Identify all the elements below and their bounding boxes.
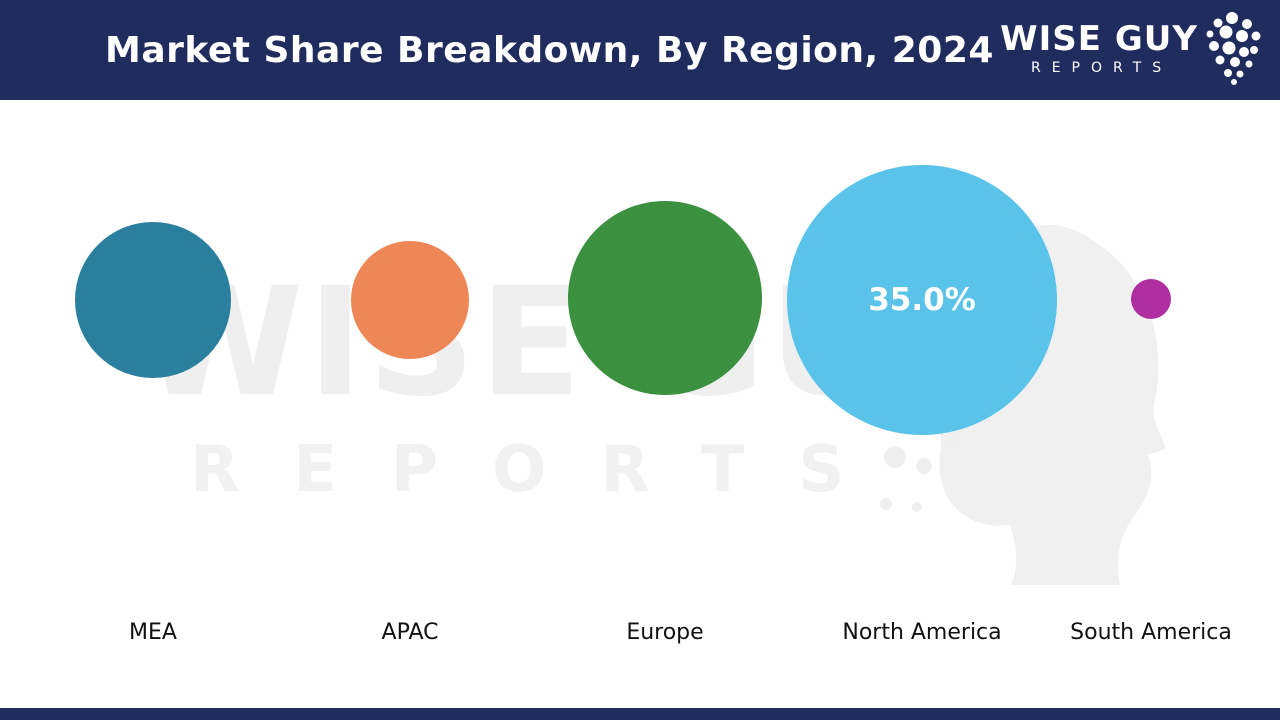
category-label-apac: APAC xyxy=(381,620,439,645)
bubble-europe xyxy=(568,201,762,395)
bubble-apac xyxy=(351,241,469,359)
page-title: Market Share Breakdown, By Region, 2024 xyxy=(105,29,994,71)
logo-text: WISE GUY REPORTS xyxy=(1000,19,1198,76)
logo-subtext: REPORTS xyxy=(1030,59,1173,76)
bubble-mea xyxy=(75,222,231,378)
category-label-south-america: South America xyxy=(1070,620,1232,645)
bubble-south-america xyxy=(1131,279,1171,319)
category-label-north-america: North America xyxy=(842,620,1002,645)
logo-wordmark: WISE GUY xyxy=(1000,19,1198,60)
bubble-north-america: 35.0% xyxy=(787,165,1057,435)
wise-guy-reports-logo: WISE GUY REPORTS xyxy=(1000,10,1264,88)
header: Market Share Breakdown, By Region, 2024 … xyxy=(0,0,1280,100)
bubble-value-label-north-america: 35.0% xyxy=(868,282,976,318)
footer-bar xyxy=(0,708,1280,720)
category-label-europe: Europe xyxy=(626,620,704,645)
logo-head-icon xyxy=(1206,12,1261,85)
category-label-mea: MEA xyxy=(129,620,177,645)
